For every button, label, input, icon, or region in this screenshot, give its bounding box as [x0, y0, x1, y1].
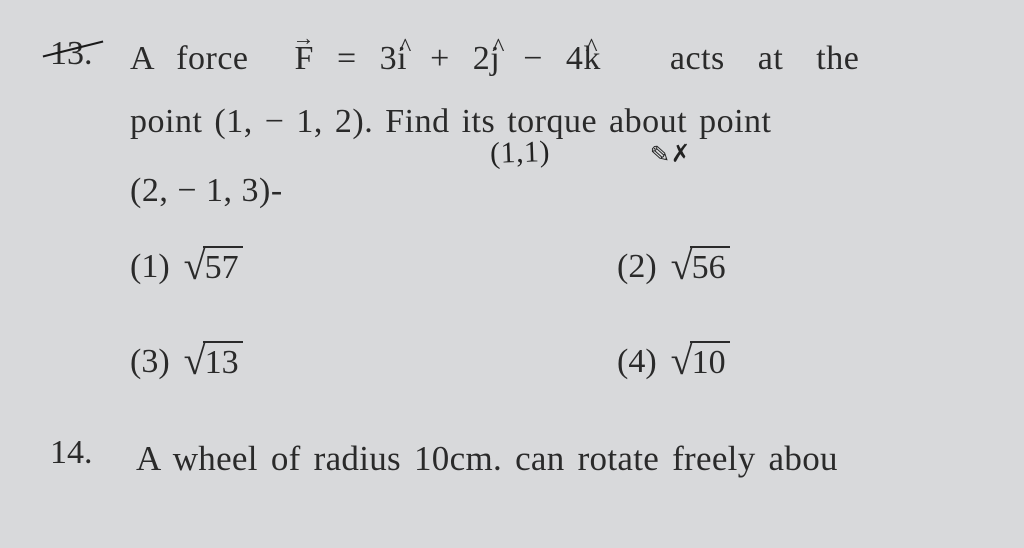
answer-options: (1) √ 57 (2) √ 56 (3) √ 13 (4) √ 10 — [130, 241, 984, 387]
textbook-page: 13. A force F = 3i + 2j − 4k acts at the… — [0, 0, 1024, 529]
question-number-14: 14. — [50, 427, 136, 478]
q13-line1: A force F = 3i + 2j − 4k acts at the — [130, 28, 984, 91]
question-14: 14. A wheel of radius 10cm. can rotate f… — [50, 427, 984, 492]
option-2: (2) √ 56 — [617, 241, 984, 292]
sqrt-icon: √ 57 — [184, 246, 243, 287]
text: = 3 — [314, 40, 397, 77]
q13-line2: point (1, − 1, 2). Find its torque about… — [130, 91, 984, 154]
radicand: 10 — [690, 341, 730, 382]
option-label: (4) — [617, 336, 657, 387]
option-3: (3) √ 13 — [130, 336, 497, 387]
option-4: (4) √ 10 — [617, 336, 984, 387]
text: + 2 — [407, 40, 490, 77]
q13-line3: (2, − 1, 3)- — [130, 160, 984, 223]
question-body-14: A wheel of radius 10cm. can rotate freel… — [136, 427, 984, 492]
sqrt-icon: √ 56 — [671, 246, 730, 287]
text: force — [176, 40, 248, 77]
text: − 4 — [500, 40, 583, 77]
option-label: (1) — [130, 241, 170, 292]
radicand: 13 — [203, 341, 243, 382]
i-hat: i — [397, 40, 407, 77]
radicand: 56 — [690, 246, 730, 287]
question-number-13: 13. — [50, 28, 130, 79]
j-hat: j — [490, 40, 500, 77]
vector-F: F — [295, 40, 314, 77]
handwritten-annotation: (1,1) — [489, 124, 551, 182]
text: A — [130, 40, 153, 77]
question-13: 13. A force F = 3i + 2j − 4k acts at the… — [50, 28, 984, 223]
option-1: (1) √ 57 — [130, 241, 497, 292]
text: acts at the — [670, 40, 859, 77]
handwritten-mark: ✎✗ — [649, 132, 692, 178]
option-label: (3) — [130, 336, 170, 387]
k-hat: k — [583, 40, 601, 77]
radicand: 57 — [203, 246, 243, 287]
question-body-13: A force F = 3i + 2j − 4k acts at the poi… — [130, 28, 984, 223]
sqrt-icon: √ 13 — [184, 341, 243, 382]
option-label: (2) — [617, 241, 657, 292]
sqrt-icon: √ 10 — [671, 341, 730, 382]
